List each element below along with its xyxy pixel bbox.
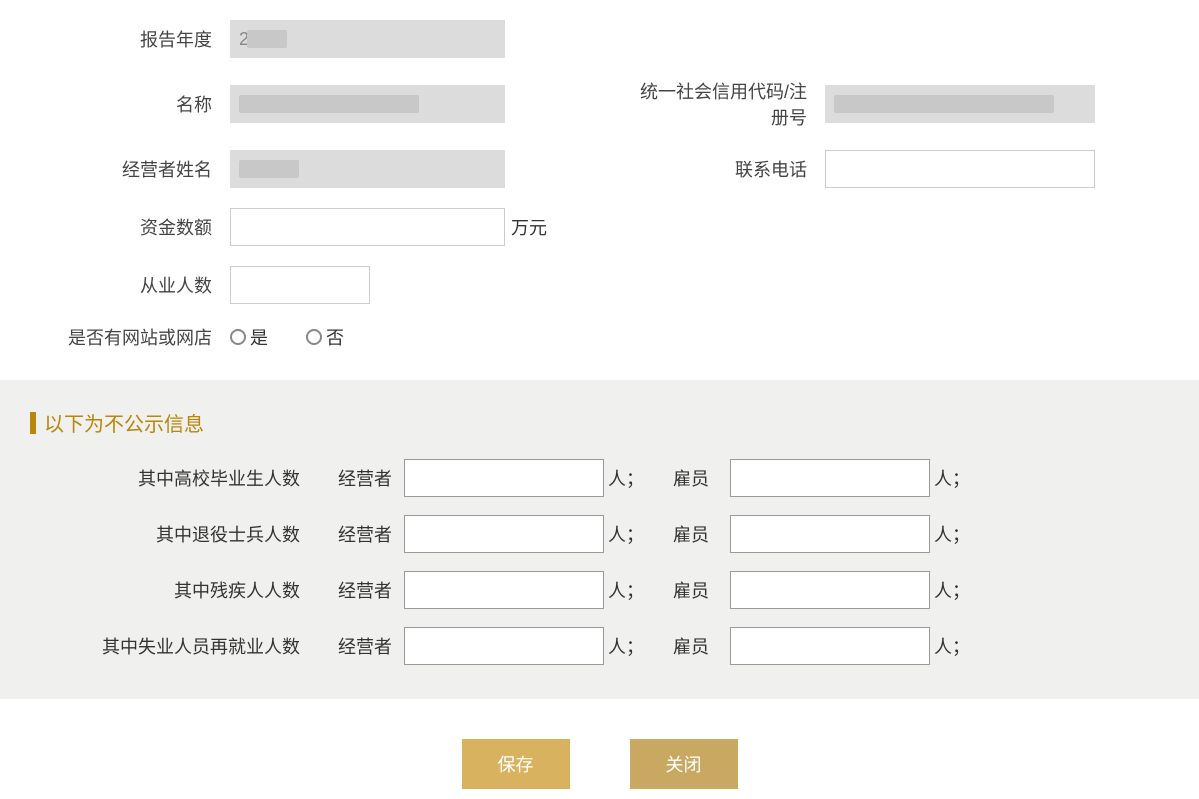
public-info-section: 报告年度 2 名称 统一社会信用代码/注册号 经营者姓名 [0, 0, 1199, 380]
sublabel-employee: 雇员 [656, 577, 726, 603]
row-reemployed: 其中失业人员再就业人数 经营者 人； 雇员 人； [30, 627, 1169, 665]
sublabel-operator: 经营者 [330, 633, 400, 659]
radio-icon [230, 329, 246, 345]
input-veterans-employee[interactable] [730, 515, 930, 553]
unit-capital: 万元 [511, 214, 547, 240]
input-veterans-operator[interactable] [404, 515, 604, 553]
label-veterans: 其中退役士兵人数 [30, 521, 330, 547]
row-graduates: 其中高校毕业生人数 经营者 人； 雇员 人； [30, 459, 1169, 497]
input-reemployed-operator[interactable] [404, 627, 604, 665]
input-report-year: 2 [230, 20, 505, 58]
sublabel-employee: 雇员 [656, 633, 726, 659]
label-disabled: 其中残疾人人数 [30, 577, 330, 603]
input-operator-name [230, 150, 505, 188]
private-title-text: 以下为不公示信息 [44, 408, 204, 437]
row-report-year: 报告年度 2 [30, 20, 1169, 58]
input-phone[interactable] [825, 150, 1095, 188]
unit-person: 人； [934, 577, 970, 603]
unit-person: 人； [608, 633, 644, 659]
radio-website-yes[interactable]: 是 [230, 324, 268, 350]
radio-website-no[interactable]: 否 [306, 324, 344, 350]
private-info-section: 以下为不公示信息 其中高校毕业生人数 经营者 人； 雇员 人； 其中退役士兵人数… [0, 380, 1199, 699]
row-operator-phone: 经营者姓名 联系电话 [30, 150, 1169, 188]
row-veterans: 其中退役士兵人数 经营者 人； 雇员 人； [30, 515, 1169, 553]
radio-yes-label: 是 [250, 324, 268, 350]
input-graduates-employee[interactable] [730, 459, 930, 497]
input-disabled-employee[interactable] [730, 571, 930, 609]
unit-person: 人； [608, 465, 644, 491]
row-employees: 从业人数 [30, 266, 1169, 304]
sublabel-employee: 雇员 [656, 465, 726, 491]
sublabel-operator: 经营者 [330, 577, 400, 603]
button-row: 保存 关闭 [0, 699, 1199, 799]
title-bar-icon [30, 412, 36, 434]
unit-person: 人； [934, 521, 970, 547]
save-button[interactable]: 保存 [462, 739, 570, 789]
label-graduates: 其中高校毕业生人数 [30, 465, 330, 491]
input-graduates-operator[interactable] [404, 459, 604, 497]
input-capital[interactable] [230, 208, 505, 246]
row-disabled: 其中残疾人人数 经营者 人； 雇员 人； [30, 571, 1169, 609]
radio-no-label: 否 [326, 324, 344, 350]
unit-person: 人； [934, 633, 970, 659]
radio-icon [306, 329, 322, 345]
row-website: 是否有网站或网店 是 否 [30, 324, 1169, 350]
label-website: 是否有网站或网店 [30, 324, 230, 350]
row-name-credit: 名称 统一社会信用代码/注册号 [30, 78, 1169, 130]
close-button[interactable]: 关闭 [630, 739, 738, 789]
sublabel-operator: 经营者 [330, 521, 400, 547]
input-disabled-operator[interactable] [404, 571, 604, 609]
label-credit-code: 统一社会信用代码/注册号 [635, 78, 825, 130]
input-credit-code [825, 85, 1095, 123]
label-capital: 资金数额 [30, 214, 230, 240]
unit-person: 人； [608, 521, 644, 547]
label-employees: 从业人数 [30, 272, 230, 298]
label-phone: 联系电话 [635, 156, 825, 182]
label-report-year: 报告年度 [30, 26, 230, 52]
unit-person: 人； [608, 577, 644, 603]
sublabel-operator: 经营者 [330, 465, 400, 491]
label-operator-name: 经营者姓名 [30, 156, 230, 182]
sublabel-employee: 雇员 [656, 521, 726, 547]
label-name: 名称 [30, 91, 230, 117]
private-section-title: 以下为不公示信息 [30, 408, 1169, 437]
unit-person: 人； [934, 465, 970, 491]
input-reemployed-employee[interactable] [730, 627, 930, 665]
input-employees[interactable] [230, 266, 370, 304]
input-name [230, 85, 505, 123]
row-capital: 资金数额 万元 [30, 208, 1169, 246]
label-reemployed: 其中失业人员再就业人数 [30, 633, 330, 659]
